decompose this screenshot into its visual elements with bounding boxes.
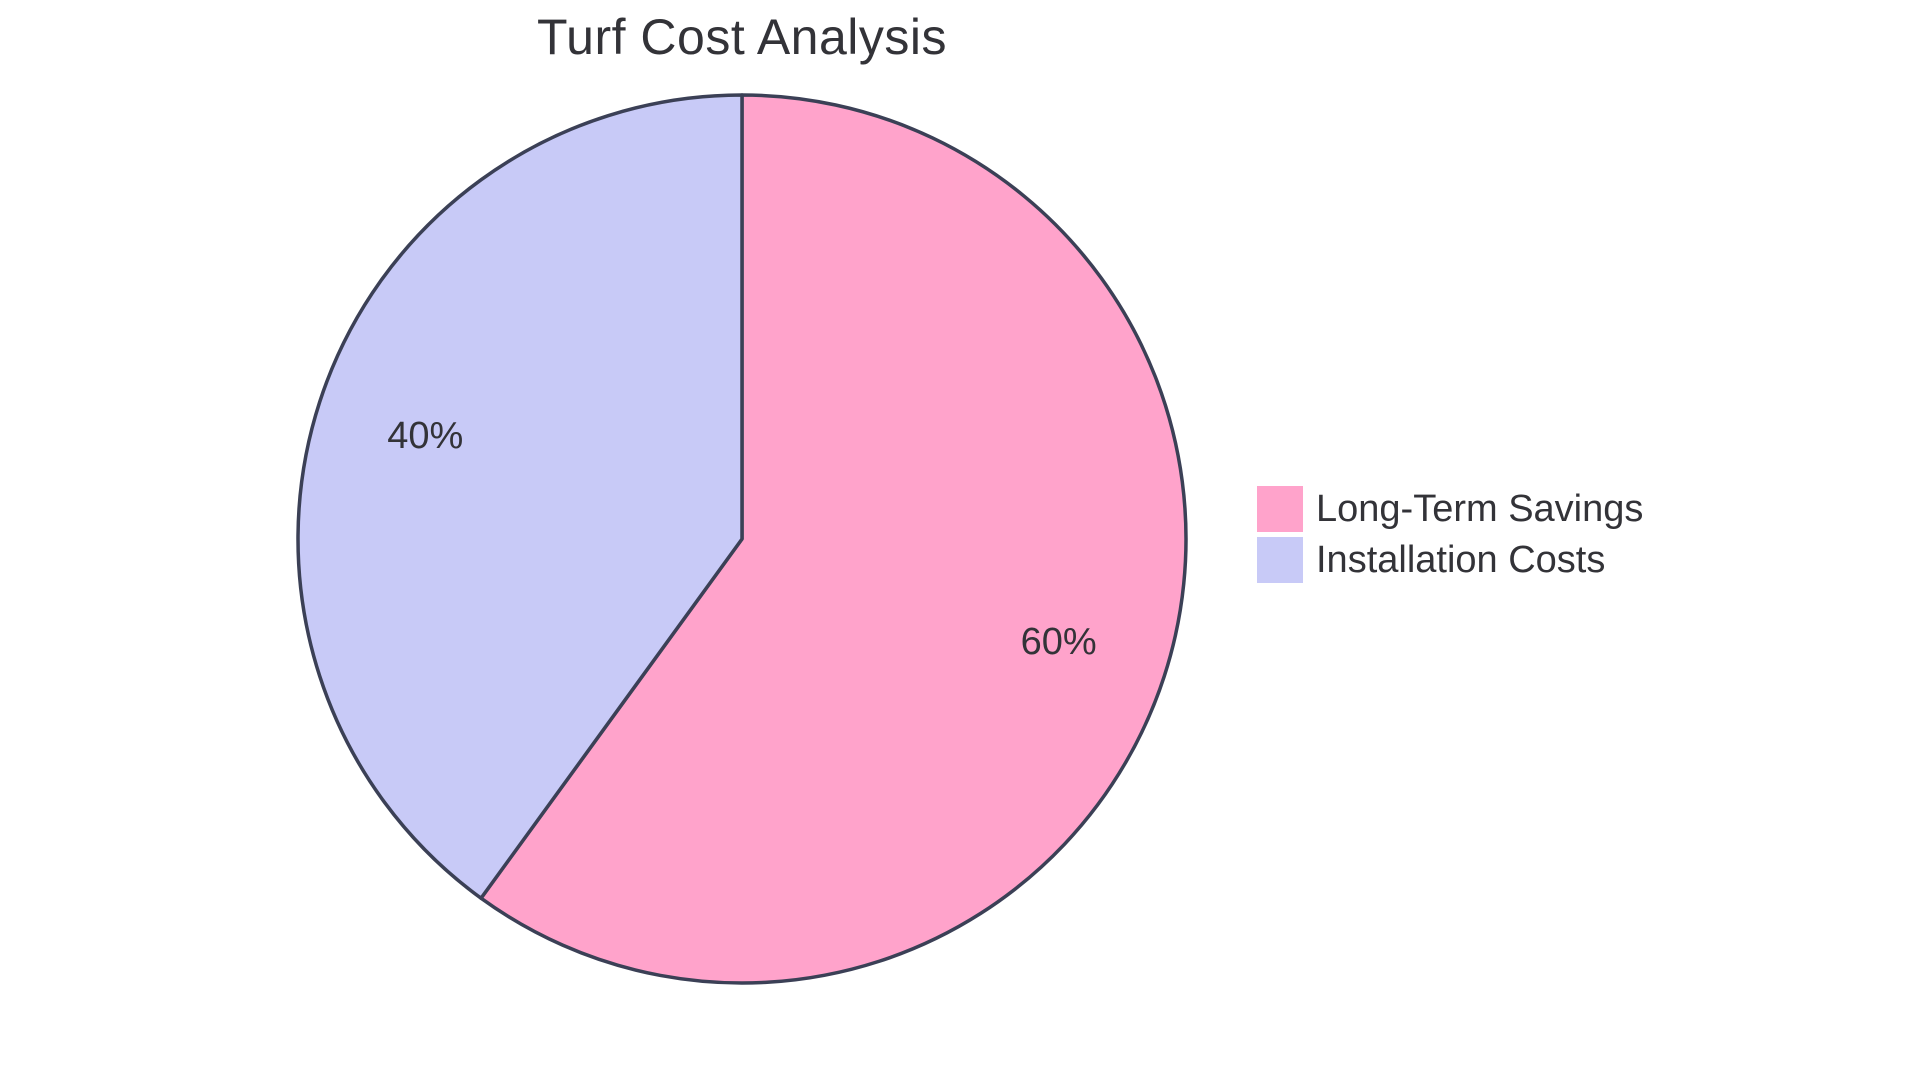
pie-slice-installation-costs[interactable] <box>296 93 744 900</box>
legend-item-installation-costs[interactable]: Installation Costs <box>1257 537 1643 583</box>
pie-slice-long-term-savings[interactable] <box>479 93 1188 985</box>
legend-item-long-term-savings[interactable]: Long-Term Savings <box>1257 486 1643 532</box>
slice-label-long-term-savings: 60% <box>1021 621 1097 663</box>
legend-swatch-installation-costs-icon <box>1257 537 1303 583</box>
chart-title: Turf Cost Analysis <box>536 9 948 65</box>
legend-label-long-term-savings: Long-Term Savings <box>1316 487 1644 530</box>
legend-label-installation-costs: Installation Costs <box>1316 538 1606 581</box>
legend: Long-Term Savings Installation Costs <box>1257 486 1643 588</box>
slice-label-installation-costs: 40% <box>387 415 463 457</box>
legend-swatch-long-term-savings-icon <box>1257 486 1303 532</box>
